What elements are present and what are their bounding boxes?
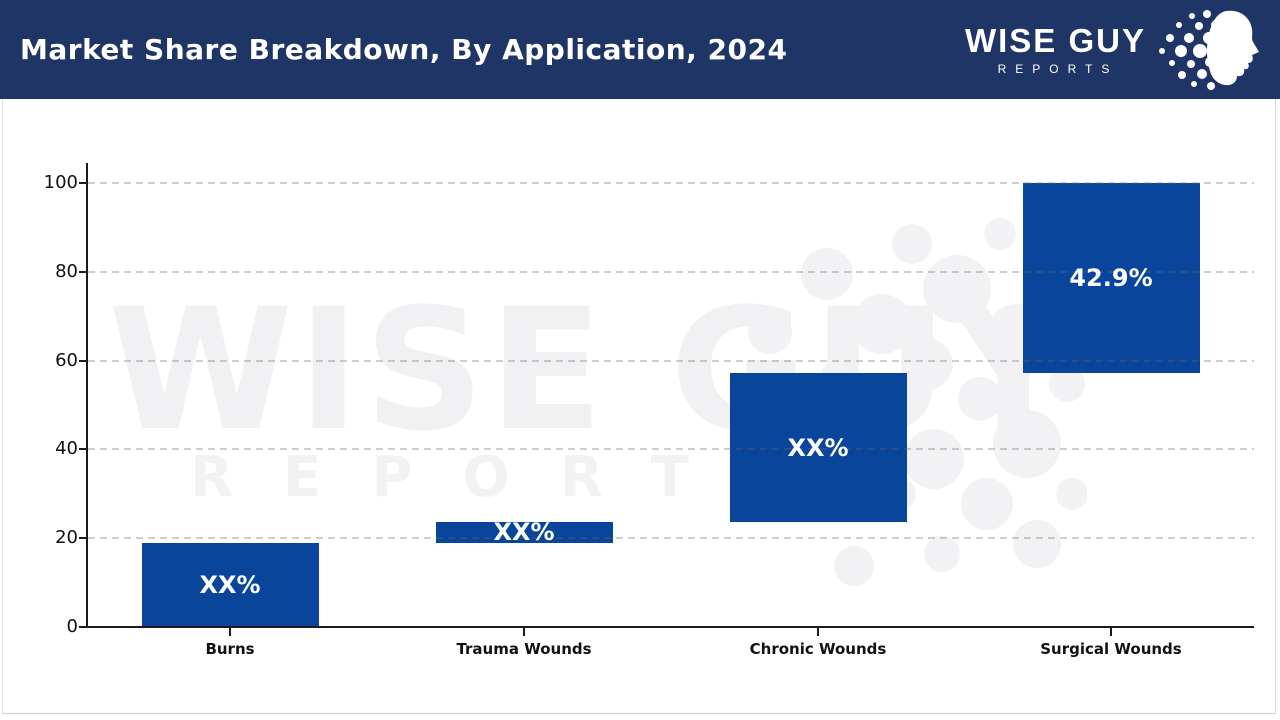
y-tick (79, 448, 86, 451)
y-tick (79, 182, 86, 184)
logo-subtext: REPORTS (997, 61, 1119, 76)
y-tick-label: 100 (43, 172, 78, 193)
x-tick-label: Burns (205, 640, 255, 658)
gridline (88, 537, 1254, 540)
x-tick-label: Surgical Wounds (1040, 640, 1182, 658)
y-tick-label: 0 (66, 616, 78, 637)
gridline (88, 359, 1254, 362)
bar-label: 42.9% (1069, 264, 1153, 293)
bar-label: XX% (787, 433, 849, 462)
bar (729, 373, 907, 523)
y-tick (79, 359, 86, 362)
bar-label: XX% (199, 570, 261, 599)
x-tick (817, 628, 819, 636)
logo-text: WISE GUY REPORTS (965, 24, 1146, 76)
y-tick-label: 60 (55, 349, 78, 371)
header-bar: Market Share Breakdown, By Application, … (0, 0, 1280, 99)
bar-label: XX% (493, 518, 555, 547)
bar (141, 542, 319, 627)
bar (1022, 183, 1200, 374)
x-axis-line (86, 626, 1254, 628)
x-tick (1110, 628, 1112, 636)
gridline (88, 448, 1254, 451)
wiseguy-logo: WISE GUY REPORTS (965, 7, 1260, 93)
y-tick-label: 80 (55, 260, 78, 282)
bar (435, 522, 613, 543)
logo-wordmark: WISE GUY (964, 21, 1146, 59)
x-tick-label: Trauma Wounds (456, 640, 592, 658)
y-tick (79, 537, 86, 540)
gridline (88, 182, 1254, 184)
y-tick (79, 270, 86, 273)
y-tick (79, 626, 86, 628)
x-tick (523, 628, 525, 636)
logo-face-icon (1159, 9, 1259, 90)
gridline (88, 270, 1254, 273)
y-tick-label: 40 (55, 438, 78, 460)
x-tick-label: Chronic Wounds (749, 640, 887, 658)
y-axis-line (86, 163, 88, 628)
chart-title: Market Share Breakdown, By Application, … (20, 33, 788, 66)
watermark-subtext: REPORTS (190, 445, 830, 510)
y-tick-label: 20 (55, 527, 78, 549)
x-tick (229, 628, 231, 636)
